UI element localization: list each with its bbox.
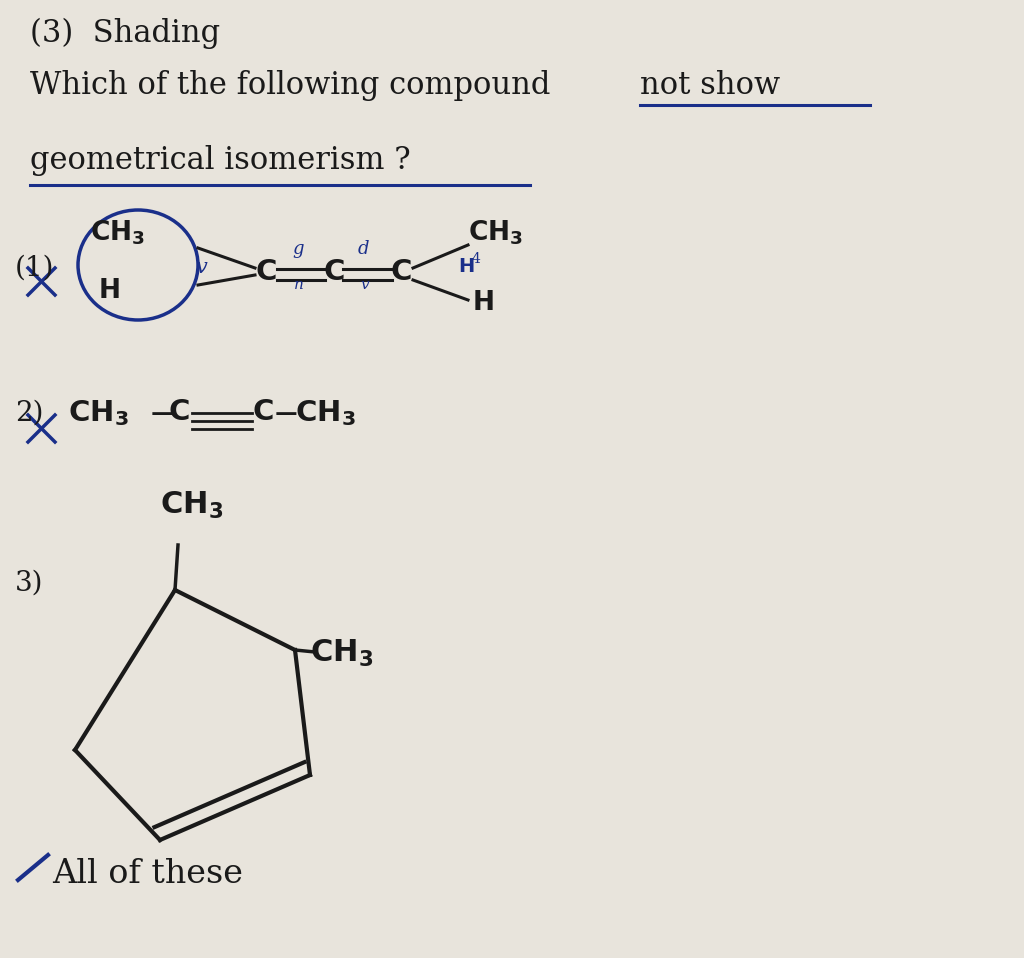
Text: All of these: All of these xyxy=(52,858,243,890)
Text: v: v xyxy=(195,258,207,277)
Text: Which of the following compound: Which of the following compound xyxy=(30,70,550,101)
Text: g: g xyxy=(292,240,303,258)
Text: n: n xyxy=(294,278,304,292)
Text: $\mathbf{CH_3}$: $\mathbf{CH_3}$ xyxy=(68,398,129,428)
Text: geometrical isomerism ?: geometrical isomerism ? xyxy=(30,145,411,176)
Text: $\mathbf{H}$: $\mathbf{H}$ xyxy=(472,290,494,315)
Text: 3): 3) xyxy=(15,570,43,597)
Text: v: v xyxy=(360,278,369,292)
Text: not show: not show xyxy=(640,70,780,101)
Text: $\mathbf{C}$: $\mathbf{C}$ xyxy=(168,398,189,426)
Text: 4: 4 xyxy=(472,252,481,266)
Text: (3)  Shading: (3) Shading xyxy=(30,18,220,49)
Text: d: d xyxy=(358,240,370,258)
Text: (1): (1) xyxy=(15,255,54,282)
Text: $\mathbf{CH_3}$: $\mathbf{CH_3}$ xyxy=(310,638,374,669)
Text: $\mathbf{C}$: $\mathbf{C}$ xyxy=(390,258,412,286)
Text: $\mathbf{C}$: $\mathbf{C}$ xyxy=(323,258,344,286)
Text: $\mathbf{H}$: $\mathbf{H}$ xyxy=(458,258,474,276)
Text: 2): 2) xyxy=(15,400,43,427)
Text: $\mathbf{H}$: $\mathbf{H}$ xyxy=(98,278,120,303)
Text: $\mathbf{C}$: $\mathbf{C}$ xyxy=(252,398,273,426)
Text: $\mathbf{C}$: $\mathbf{C}$ xyxy=(255,258,276,286)
Text: $\mathbf{CH_3}$: $\mathbf{CH_3}$ xyxy=(90,218,145,246)
Text: $\mathbf{CH_3}$: $\mathbf{CH_3}$ xyxy=(160,490,223,521)
Text: $\mathbf{CH_3}$: $\mathbf{CH_3}$ xyxy=(468,218,523,246)
Text: $\mathbf{CH_3}$: $\mathbf{CH_3}$ xyxy=(295,398,355,428)
Text: $-$: $-$ xyxy=(148,398,173,429)
Text: $-$: $-$ xyxy=(272,398,297,429)
